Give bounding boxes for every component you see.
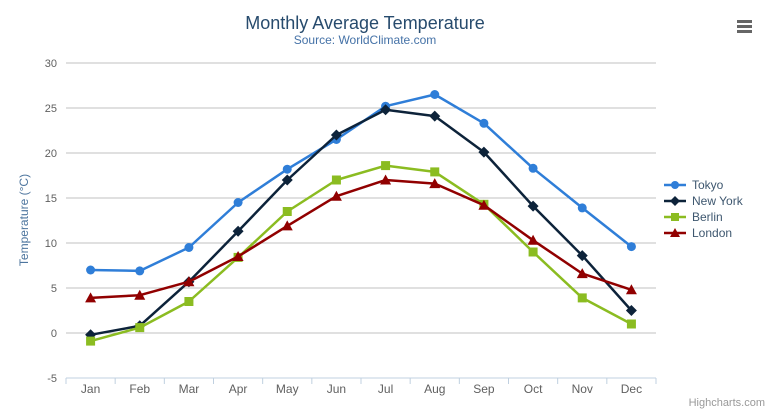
- series-london: [85, 174, 637, 303]
- point-tokyo-Nov[interactable]: [577, 203, 587, 213]
- legend-label: Tokyo: [692, 178, 724, 192]
- legend-item-london[interactable]: London: [663, 225, 743, 241]
- y-axis-label: 5: [51, 283, 57, 295]
- y-axis-label: 10: [45, 238, 57, 250]
- x-axis-label: May: [276, 382, 299, 396]
- point-berlin-Aug[interactable]: [430, 167, 440, 177]
- point-new-york-May[interactable]: [281, 174, 293, 186]
- x-axis-label: Dec: [621, 382, 642, 396]
- point-tokyo-Dec[interactable]: [626, 242, 636, 252]
- series-new-york: [85, 104, 637, 341]
- series-line-berlin[interactable]: [89, 164, 633, 343]
- legend-marker-triangle-icon: [664, 228, 686, 237]
- y-axis-label: 30: [45, 58, 57, 70]
- legend-marker-diamond-icon: [664, 196, 686, 206]
- point-tokyo-Feb[interactable]: [135, 266, 145, 276]
- point-new-york-Aug[interactable]: [429, 110, 441, 122]
- y-axis-title: Temperature (°C): [17, 173, 31, 267]
- point-london-Jun[interactable]: [330, 190, 342, 201]
- point-london-Feb[interactable]: [134, 289, 146, 300]
- series-marker: [671, 181, 679, 189]
- legend: Tokyo New York Berlin London: [663, 177, 743, 241]
- x-axis-label: Sep: [473, 382, 495, 396]
- legend-label: London: [692, 226, 733, 240]
- point-london-Mar[interactable]: [183, 276, 195, 287]
- y-axis-label: -5: [47, 373, 57, 385]
- point-berlin-Mar[interactable]: [184, 297, 194, 306]
- point-tokyo-Apr[interactable]: [233, 198, 243, 207]
- legend-marker-circle-icon: [664, 181, 686, 189]
- series-line-tokyo[interactable]: [89, 93, 633, 273]
- point-new-york-Sep[interactable]: [478, 146, 490, 158]
- point-new-york-Jun[interactable]: [330, 129, 342, 141]
- x-axis-label: Aug: [424, 382, 445, 396]
- x-axis-label: Apr: [229, 382, 248, 396]
- point-berlin-Jun[interactable]: [331, 175, 341, 185]
- point-new-york-Jul[interactable]: [380, 104, 392, 116]
- legend-item-tokyo[interactable]: Tokyo: [663, 177, 743, 193]
- point-london-Aug[interactable]: [429, 178, 441, 189]
- point-new-york-Oct[interactable]: [527, 200, 539, 212]
- point-london-Oct[interactable]: [527, 234, 539, 245]
- point-london-Apr[interactable]: [232, 251, 244, 261]
- series-line-london[interactable]: [89, 178, 633, 300]
- point-london-May[interactable]: [281, 220, 293, 231]
- x-axis-label: Mar: [179, 382, 200, 396]
- legend-label: New York: [692, 194, 743, 208]
- credits-link[interactable]: Highcharts.com: [688, 397, 765, 409]
- legend-label: Berlin: [692, 210, 723, 224]
- point-new-york-Nov[interactable]: [576, 250, 588, 262]
- hamburger-menu-icon: [736, 19, 753, 33]
- point-new-york-Apr[interactable]: [232, 225, 244, 237]
- series-marker: [670, 196, 680, 206]
- point-berlin-Oct[interactable]: [528, 247, 538, 257]
- point-tokyo-Sep[interactable]: [479, 118, 489, 128]
- x-axis-label: Jan: [81, 382, 100, 396]
- point-london-Sep[interactable]: [478, 199, 490, 210]
- series-tokyo: [86, 90, 636, 276]
- point-berlin-Jan[interactable]: [86, 336, 96, 346]
- series-marker: [671, 213, 679, 221]
- y-axis-label: 25: [45, 103, 57, 115]
- point-tokyo-May[interactable]: [282, 164, 292, 174]
- point-berlin-May[interactable]: [282, 207, 292, 216]
- x-axis-label: Nov: [572, 382, 593, 396]
- series-line-new-york[interactable]: [89, 108, 633, 337]
- y-axis-label: 20: [45, 148, 57, 160]
- point-london-Nov[interactable]: [576, 268, 588, 279]
- point-berlin-Dec[interactable]: [626, 319, 636, 329]
- chart-title: Monthly Average Temperature: [245, 13, 485, 33]
- point-berlin-Feb[interactable]: [135, 323, 145, 333]
- x-axis-label: Oct: [524, 382, 543, 396]
- x-axis-label: Jun: [327, 382, 346, 396]
- point-london-Jan[interactable]: [85, 292, 97, 303]
- y-axis-label: 0: [51, 328, 57, 340]
- export-menu-button[interactable]: [736, 19, 753, 35]
- point-tokyo-Mar[interactable]: [184, 243, 194, 252]
- x-axis-label: Jul: [378, 382, 393, 396]
- chart-subtitle: Source: WorldClimate.com: [293, 33, 437, 47]
- point-berlin-Nov[interactable]: [577, 293, 587, 303]
- point-london-Jul[interactable]: [380, 174, 392, 185]
- series-marker: [670, 228, 680, 237]
- point-tokyo-Oct[interactable]: [528, 163, 538, 173]
- legend-item-berlin[interactable]: Berlin: [663, 209, 743, 225]
- legend-marker-square-icon: [664, 213, 686, 221]
- point-tokyo-Aug[interactable]: [430, 90, 440, 99]
- point-new-york-Dec[interactable]: [625, 305, 637, 316]
- y-axis-label: 15: [45, 193, 57, 205]
- point-berlin-Jul[interactable]: [381, 161, 391, 171]
- x-axis-label: Feb: [129, 382, 150, 396]
- legend-item-new-york[interactable]: New York: [663, 193, 743, 209]
- point-london-Dec[interactable]: [625, 284, 637, 295]
- point-tokyo-Jan[interactable]: [86, 265, 96, 275]
